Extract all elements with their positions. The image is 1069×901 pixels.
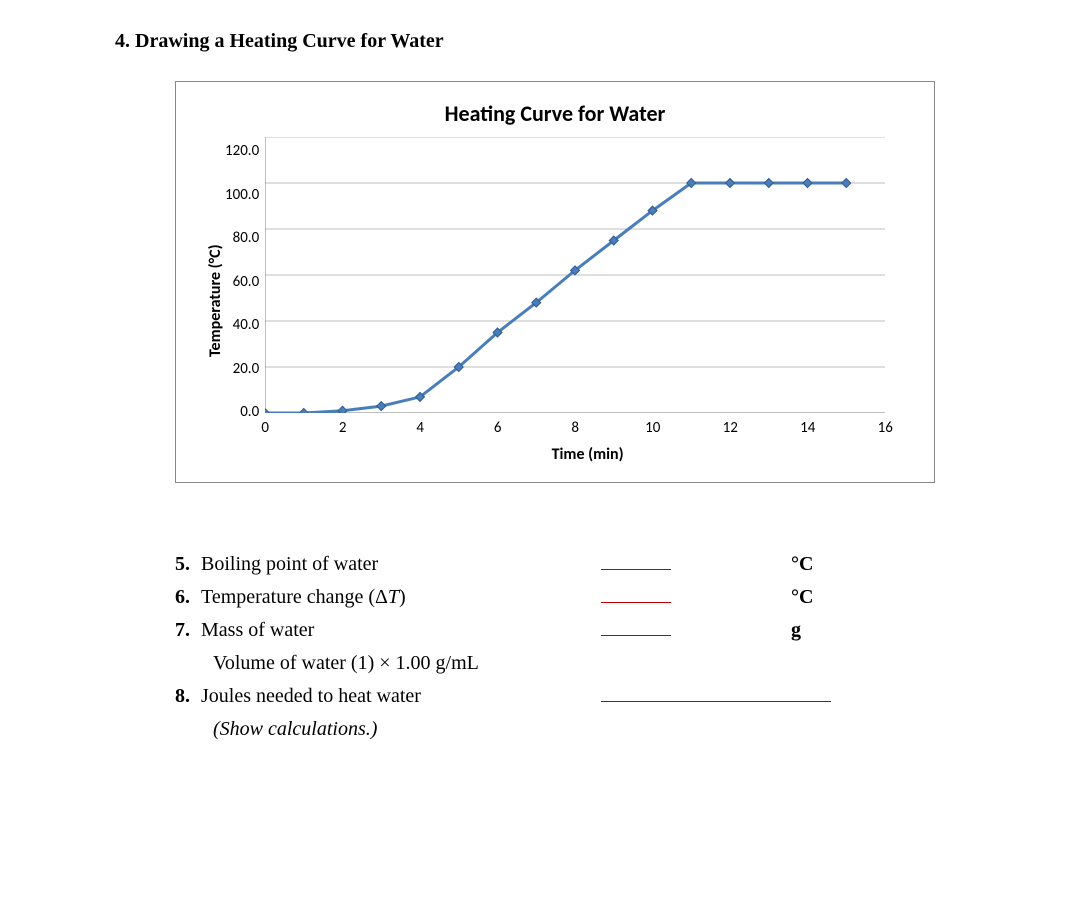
q7-blank (601, 635, 671, 636)
question-7: 7. Mass of water g (175, 619, 954, 642)
section-4-heading: 4. Drawing a Heating Curve for Water (115, 30, 954, 53)
q8-number: 8. (175, 685, 201, 708)
q5-text: Boiling point of water (201, 553, 571, 576)
chart-container: Heating Curve for Water Temperature (°C)… (175, 81, 935, 483)
q7-text: Mass of water (201, 619, 571, 642)
q7-number: 7. (175, 619, 201, 642)
q6-unit: °C (791, 586, 813, 609)
q7-unit: g (791, 619, 801, 642)
x-axis-ticks: 0246810121416 (265, 419, 885, 439)
section-4-title: Drawing a Heating Curve for Water (135, 30, 444, 52)
question-8: 8. Joules needed to heat water (175, 685, 954, 708)
y-axis-label: Temperature (°C) (200, 137, 225, 464)
chart-title: Heating Curve for Water (200, 100, 910, 127)
q8-blank (601, 701, 831, 702)
question-5: 5. Boiling point of water °C (175, 553, 954, 576)
q6-blank (601, 602, 671, 603)
section-4-number: 4. (115, 30, 130, 52)
q8-text: Joules needed to heat water (201, 685, 571, 708)
q7-sub: Volume of water (1) × 1.00 g/mL (213, 652, 954, 675)
chart-plot-area (265, 137, 885, 413)
q5-blank (601, 569, 671, 570)
q8-sub: (Show calculations.) (213, 718, 954, 741)
q6-number: 6. (175, 586, 201, 609)
y-axis-ticks: 120.0100.080.060.040.020.00.0 (225, 137, 265, 413)
q6-text: Temperature change (ΔT) (201, 586, 571, 609)
chart-svg (265, 137, 885, 413)
x-axis-label: Time (min) (265, 445, 910, 464)
q5-unit: °C (791, 553, 813, 576)
q5-number: 5. (175, 553, 201, 576)
question-6: 6. Temperature change (ΔT) °C (175, 586, 954, 609)
questions-block: 5. Boiling point of water °C 6. Temperat… (175, 553, 954, 741)
